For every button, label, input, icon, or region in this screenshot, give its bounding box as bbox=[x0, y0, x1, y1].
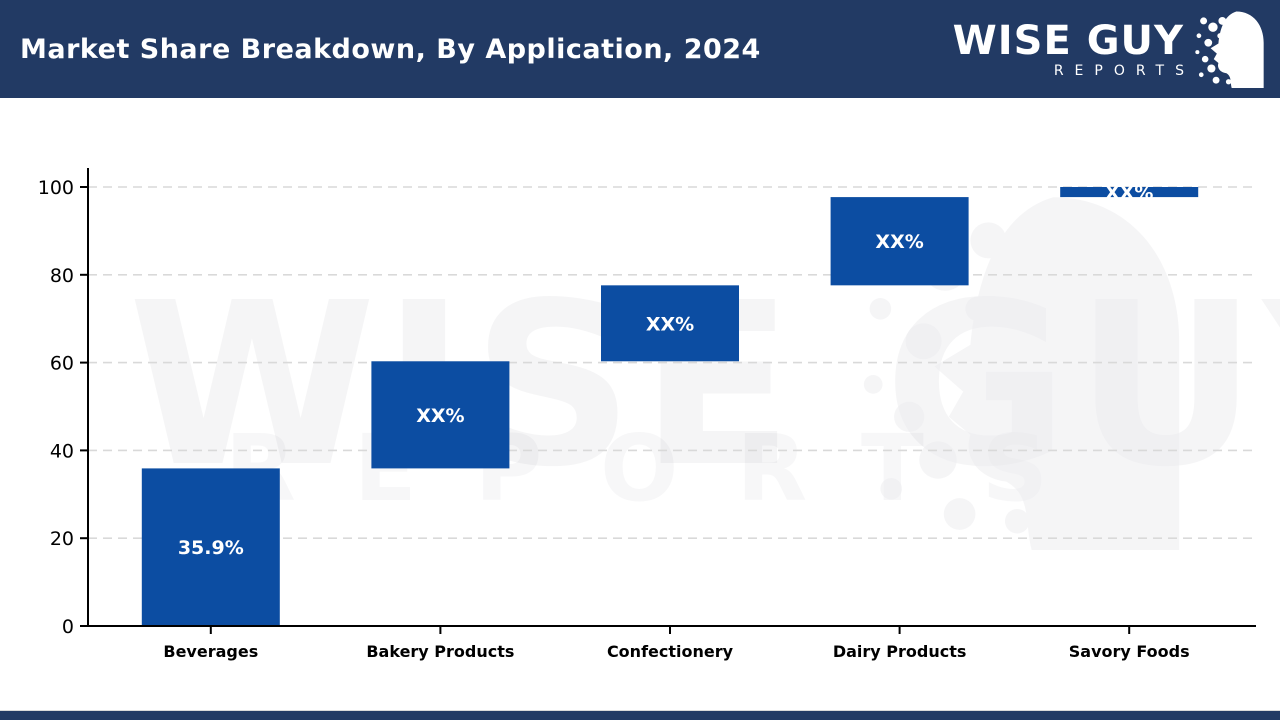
brand-name: WISE GUY bbox=[952, 17, 1184, 64]
bar-label: XX% bbox=[1105, 182, 1153, 204]
bar-savory-foods bbox=[1060, 187, 1199, 198]
watermark-text-reports: REPORTS bbox=[225, 415, 1107, 522]
bar-label: 35.9% bbox=[178, 537, 244, 559]
bar-bakery-products bbox=[371, 361, 510, 469]
y-tick-label: 20 bbox=[50, 528, 74, 550]
brand-logo: WISE GUY REPORTS bbox=[953, 8, 1266, 90]
brand-logo-text: WISE GUY REPORTS bbox=[953, 20, 1184, 79]
footer-bar bbox=[0, 710, 1280, 720]
bar-confectionery bbox=[601, 285, 739, 362]
x-category-label: Beverages bbox=[163, 642, 258, 661]
y-tick-label: 40 bbox=[50, 440, 74, 462]
x-category-label: Dairy Products bbox=[833, 642, 967, 661]
x-category-label: Confectionery bbox=[607, 642, 734, 661]
watermark-head-profile-icon bbox=[863, 197, 1180, 550]
bar-beverages bbox=[141, 468, 280, 626]
header-bar: Market Share Breakdown, By Application, … bbox=[0, 0, 1280, 98]
x-category-label: Bakery Products bbox=[366, 642, 514, 661]
brand-subname: REPORTS bbox=[1053, 62, 1195, 79]
bar-label: XX% bbox=[646, 313, 694, 335]
x-category-label: Savory Foods bbox=[1069, 642, 1190, 661]
head-profile-icon bbox=[1195, 11, 1264, 89]
y-tick-label: 60 bbox=[50, 353, 74, 375]
y-tick-label: 80 bbox=[50, 265, 74, 287]
bar-label: XX% bbox=[875, 231, 923, 253]
bar-label: XX% bbox=[416, 405, 464, 427]
page-title: Market Share Breakdown, By Application, … bbox=[20, 33, 761, 65]
bar-dairy-products bbox=[830, 197, 969, 286]
y-tick-label: 0 bbox=[62, 616, 74, 638]
y-tick-label: 100 bbox=[38, 177, 74, 199]
